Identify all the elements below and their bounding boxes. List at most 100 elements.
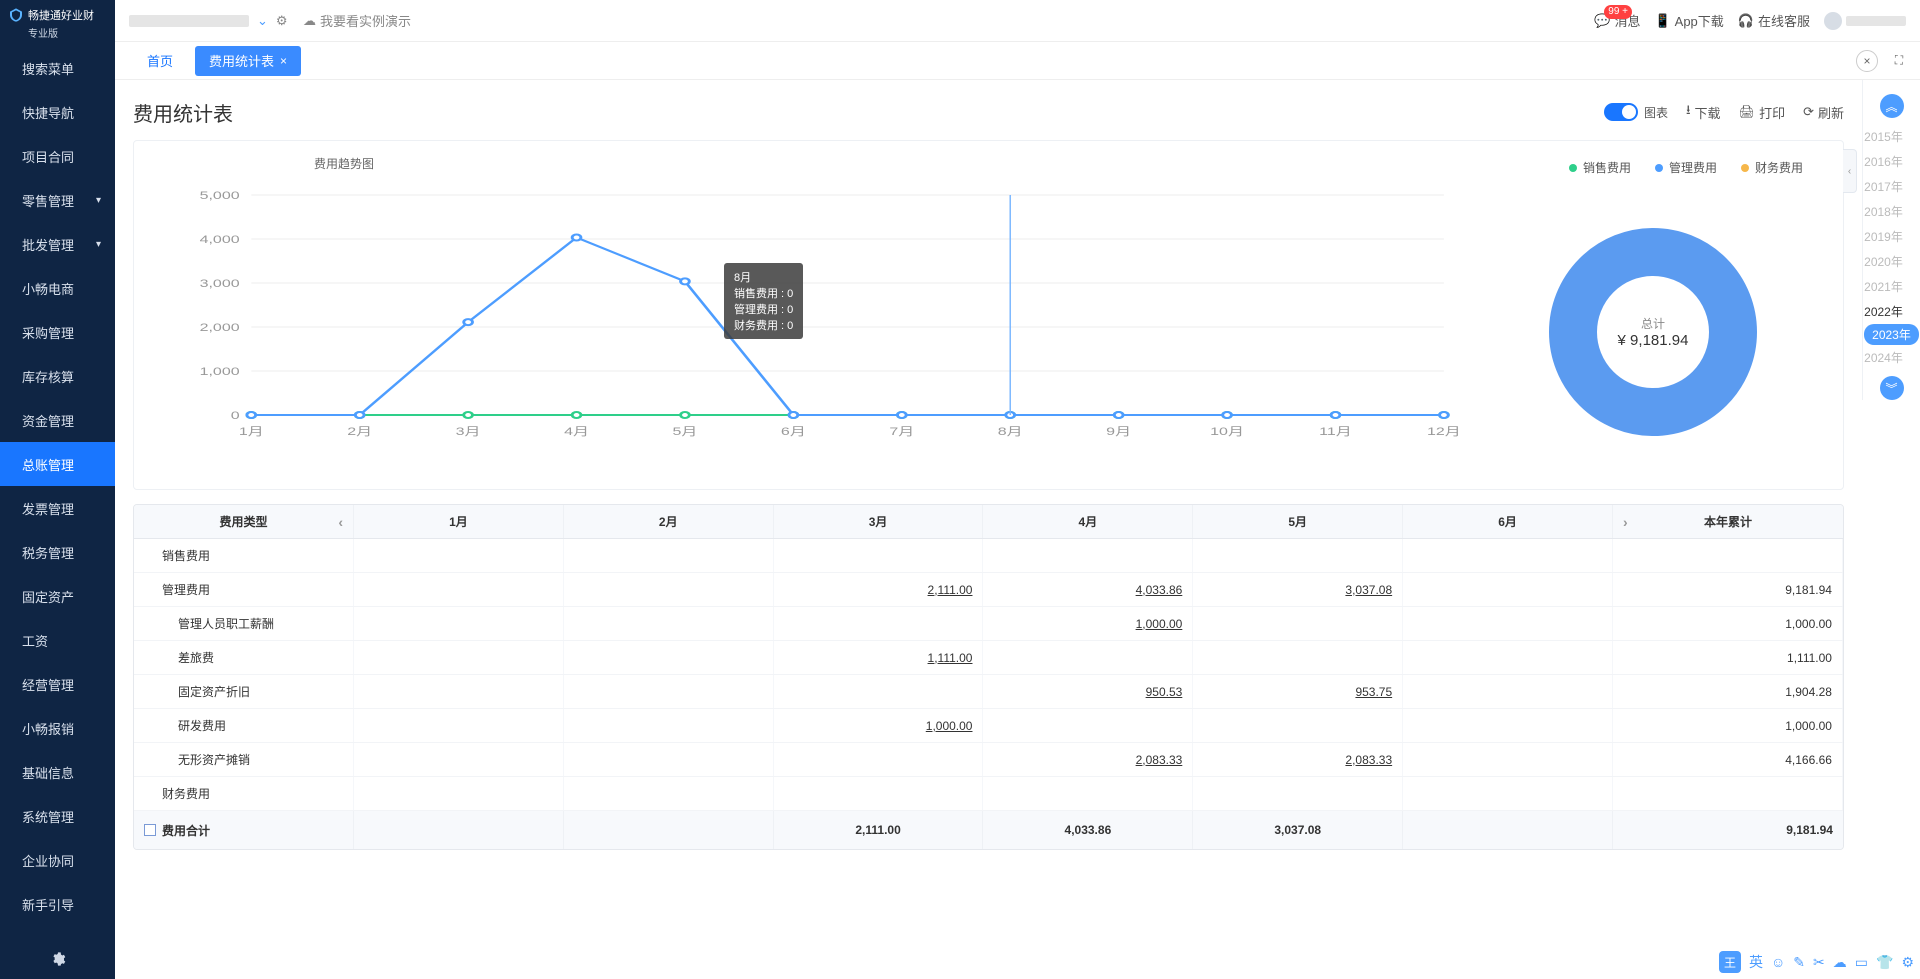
- year-scroll-up[interactable]: ︽: [1880, 94, 1904, 118]
- tray-icon[interactable]: ☁: [1833, 954, 1847, 971]
- tray-icon[interactable]: ⚙: [1901, 954, 1914, 971]
- donut-label: 总计: [1618, 315, 1689, 332]
- sidebar-item[interactable]: 发票管理: [0, 486, 115, 530]
- chart-toggle[interactable]: [1604, 103, 1638, 121]
- svg-text:3月: 3月: [456, 425, 481, 437]
- print-button[interactable]: 🖨打印: [1739, 103, 1786, 122]
- year-option[interactable]: 2021年: [1864, 274, 1919, 299]
- sidebar-item[interactable]: 经营管理: [0, 662, 115, 706]
- demo-link[interactable]: ☁ 我要看实例演示: [303, 11, 411, 30]
- legend-item[interactable]: 管理费用: [1655, 159, 1717, 176]
- sidebar-item[interactable]: 系统管理: [0, 794, 115, 838]
- sidebar-item[interactable]: 固定资产: [0, 574, 115, 618]
- donut-value: ¥ 9,181.94: [1618, 332, 1689, 349]
- table-row: 管理人员职工薪酬1,000.001,000.00: [134, 607, 1843, 641]
- svg-text:3,000: 3,000: [200, 277, 240, 289]
- sidebar-item[interactable]: 企业协同: [0, 838, 115, 882]
- settings-icon[interactable]: ⚙: [276, 13, 288, 29]
- year-option[interactable]: 2019年: [1864, 224, 1919, 249]
- col-m4: 4月: [983, 505, 1193, 538]
- year-rail: ︽ 2015年2016年2017年2018年2019年2020年2021年202…: [1862, 80, 1920, 400]
- sidebar-item[interactable]: 批发管理▾: [0, 222, 115, 266]
- sidebar: 畅捷通好业财 专业版 搜索菜单快捷导航项目合同零售管理▾批发管理▾小畅电商采购管…: [0, 0, 115, 979]
- year-option[interactable]: 2017年: [1864, 174, 1919, 199]
- sidebar-item[interactable]: 零售管理▾: [0, 178, 115, 222]
- year-option[interactable]: 2018年: [1864, 199, 1919, 224]
- avatar-icon: [1824, 12, 1842, 30]
- table-row: 研发费用1,000.001,000.00: [134, 709, 1843, 743]
- year-scroll-down[interactable]: ︾: [1880, 376, 1904, 400]
- sidebar-item[interactable]: 新手引导: [0, 882, 115, 926]
- messages-button[interactable]: 💬 消息 99 +: [1594, 11, 1640, 30]
- table-row: 销售费用: [134, 539, 1843, 573]
- close-all-button[interactable]: ×: [1856, 50, 1878, 72]
- sidebar-settings[interactable]: [0, 939, 115, 979]
- year-option[interactable]: 2024年: [1864, 345, 1919, 370]
- donut-chart[interactable]: 总计 ¥ 9,181.94: [1473, 155, 1833, 479]
- fullscreen-button[interactable]: ⛶: [1888, 50, 1910, 72]
- tray-icon[interactable]: ✎: [1793, 954, 1805, 971]
- svg-text:5,000: 5,000: [200, 189, 240, 201]
- svg-text:7月: 7月: [889, 425, 914, 437]
- ime-tray: 王 英 ☺ ✎ ✂ ☁ ▭ 👕 ⚙: [1719, 951, 1914, 973]
- close-icon[interactable]: ×: [280, 54, 287, 68]
- print-icon: 🖨: [1739, 104, 1756, 120]
- ime-indicator[interactable]: 王: [1719, 951, 1741, 973]
- tray-icon[interactable]: ▭: [1855, 954, 1868, 971]
- user-avatar[interactable]: [1824, 12, 1906, 30]
- nav-list: 搜索菜单快捷导航项目合同零售管理▾批发管理▾小畅电商采购管理库存核算资金管理总账…: [0, 46, 115, 939]
- ime-lang[interactable]: 英: [1749, 952, 1763, 972]
- sidebar-item[interactable]: 项目合同: [0, 134, 115, 178]
- sidebar-item[interactable]: 采购管理: [0, 310, 115, 354]
- sidebar-item[interactable]: 税务管理: [0, 530, 115, 574]
- year-option[interactable]: 2022年: [1864, 299, 1919, 324]
- sidebar-item[interactable]: 小畅报销: [0, 706, 115, 750]
- col-m5: 5月: [1193, 505, 1403, 538]
- tray-icon[interactable]: ☺: [1771, 954, 1785, 970]
- support-button[interactable]: 🎧 在线客服: [1738, 11, 1810, 30]
- year-option[interactable]: 2023年: [1864, 324, 1919, 345]
- topbar: ⌄ ⚙ ☁ 我要看实例演示 💬 消息 99 + 📱 App下载 🎧 在线客服: [115, 0, 1920, 42]
- chart-card: 费用趋势图 销售费用管理费用财务费用 01,0002,0003,0004,000…: [133, 140, 1844, 490]
- page-header: 费用统计表 图表 ⭳下载 🖨打印 ⟳刷新: [133, 92, 1844, 132]
- table-row: 差旅费1,111.001,111.00: [134, 641, 1843, 675]
- tray-icon[interactable]: ✂: [1813, 954, 1825, 971]
- sidebar-item[interactable]: 搜索菜单: [0, 46, 115, 90]
- svg-text:10月: 10月: [1210, 425, 1244, 437]
- chevron-down-icon: ▾: [96, 239, 101, 250]
- org-selector[interactable]: ⌄ ⚙: [129, 13, 289, 29]
- table-row: 无形资产摊销2,083.332,083.334,166.66: [134, 743, 1843, 777]
- line-chart[interactable]: 01,0002,0003,0004,0005,0001月2月3月4月5月6月7月…: [164, 155, 1473, 479]
- svg-text:9月: 9月: [1106, 425, 1131, 437]
- next-months-button[interactable]: ›: [1623, 514, 1628, 530]
- brand-edition: 专业版: [0, 25, 115, 46]
- legend-item[interactable]: 销售费用: [1569, 159, 1631, 176]
- sidebar-item[interactable]: 工资: [0, 618, 115, 662]
- download-button[interactable]: ⭳下载: [1686, 101, 1721, 123]
- app-download-button[interactable]: 📱 App下载: [1654, 11, 1723, 30]
- sidebar-item[interactable]: 快捷导航: [0, 90, 115, 134]
- mobile-icon: 📱: [1654, 13, 1670, 29]
- tray-icon[interactable]: 👕: [1876, 954, 1893, 971]
- col-m1: 1月: [354, 505, 564, 538]
- year-option[interactable]: 2016年: [1864, 149, 1919, 174]
- legend-item[interactable]: 财务费用: [1741, 159, 1803, 176]
- svg-text:8月: 8月: [998, 425, 1023, 437]
- sidebar-item[interactable]: 总账管理: [0, 442, 115, 486]
- brand-name: 畅捷通好业财: [28, 7, 94, 23]
- chart-tooltip: 8月销售费用 : 0管理费用 : 0财务费用 : 0: [724, 263, 803, 339]
- sidebar-item[interactable]: 资金管理: [0, 398, 115, 442]
- tab-home[interactable]: 首页: [133, 46, 187, 76]
- sidebar-item[interactable]: 小畅电商: [0, 266, 115, 310]
- table-total-row: 费用合计 2,111.00 4,033.86 3,037.08 9,181.94: [134, 811, 1843, 849]
- year-option[interactable]: 2015年: [1864, 124, 1919, 149]
- page-actions: 图表 ⭳下载 🖨打印 ⟳刷新: [1604, 101, 1844, 123]
- tab-expense-report[interactable]: 费用统计表 ×: [195, 46, 301, 76]
- sidebar-item[interactable]: 库存核算: [0, 354, 115, 398]
- collapse-handle[interactable]: ‹: [1843, 149, 1857, 193]
- table-row: 财务费用: [134, 777, 1843, 811]
- sidebar-item[interactable]: 基础信息: [0, 750, 115, 794]
- prev-months-button[interactable]: ‹: [338, 514, 343, 530]
- year-option[interactable]: 2020年: [1864, 249, 1919, 274]
- refresh-button[interactable]: ⟳刷新: [1803, 103, 1844, 122]
